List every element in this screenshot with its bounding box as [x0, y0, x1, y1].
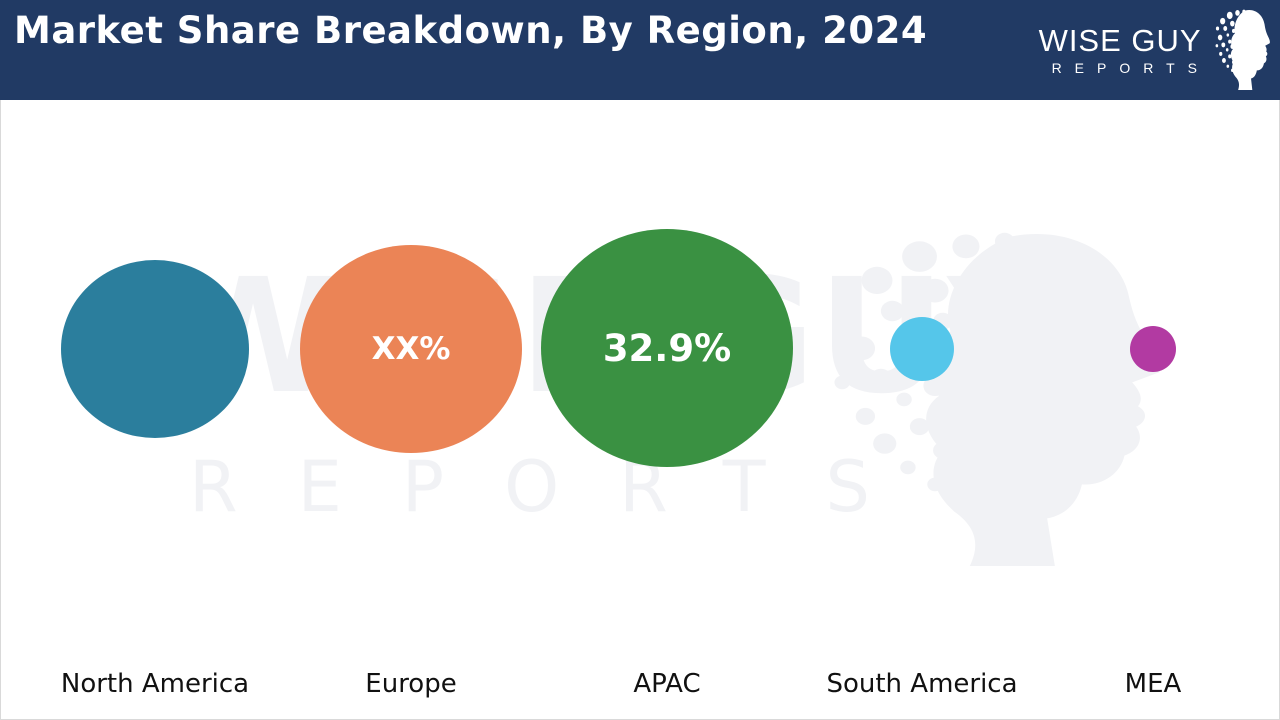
bubble-apac: 32.9%: [541, 229, 793, 467]
watermark-head-icon: [834, 232, 1161, 566]
chart-area: WISE GUY REPORTS XX% 32.9% North America…: [0, 100, 1280, 720]
bubble-europe: XX%: [300, 245, 522, 453]
bubble-apac-value: 32.9%: [602, 326, 732, 370]
page-title: Market Share Breakdown, By Region, 2024: [14, 9, 928, 52]
logo-subtitle: REPORTS: [1051, 60, 1210, 76]
header-bar: Market Share Breakdown, By Region, 2024 …: [0, 0, 1280, 100]
logo: WISE GUY REPORTS: [1030, 0, 1280, 100]
category-label-mea: MEA: [1124, 669, 1182, 699]
logo-text: WISE GUY REPORTS: [1039, 24, 1210, 76]
bubble-mea: [1130, 326, 1176, 372]
category-label-south-america: South America: [826, 669, 1018, 699]
category-label-apac: APAC: [633, 669, 701, 699]
bubble-north-america: [61, 260, 249, 438]
logo-wordmark: WISE GUY: [1038, 23, 1202, 58]
logo-head-icon: [1215, 9, 1270, 90]
category-label-north-america: North America: [60, 669, 250, 699]
bubble-europe-value: XX%: [371, 331, 451, 367]
category-label-europe: Europe: [365, 669, 457, 699]
watermark-subtitle: REPORTS: [189, 446, 930, 528]
bubble-south-america: [890, 317, 954, 381]
